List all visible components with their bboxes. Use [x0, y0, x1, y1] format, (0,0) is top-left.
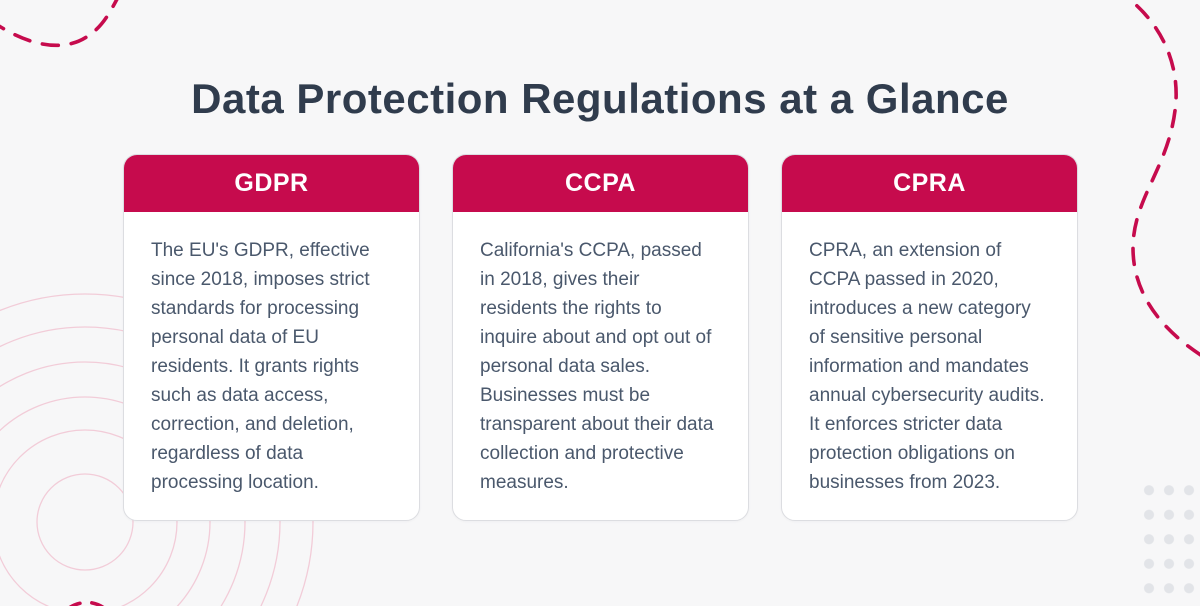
card-title-ccpa: CCPA [453, 155, 748, 212]
dashed-curve-bottom-left-icon [68, 600, 105, 606]
regulation-card-ccpa: CCPA California's CCPA, passed in 2018, … [452, 154, 749, 521]
regulation-card-gdpr: GDPR The EU's GDPR, effective since 2018… [123, 154, 420, 521]
card-title-gdpr: GDPR [124, 155, 419, 212]
dot-grid-icon [1139, 478, 1200, 600]
card-description-ccpa: California's CCPA, passed in 2018, gives… [480, 240, 714, 493]
card-description-gdpr: The EU's GDPR, effective since 2018, imp… [151, 240, 370, 493]
card-title-cpra: CPRA [782, 155, 1077, 212]
dashed-curve-right-icon [1127, 0, 1200, 357]
card-description-cpra: CPRA, an extension of CCPA passed in 202… [809, 240, 1045, 493]
dashed-curve-top-left-icon [0, 0, 119, 48]
page-title: Data Protection Regulations at a Glance [191, 75, 1009, 122]
regulation-cards: GDPR The EU's GDPR, effective since 2018… [123, 154, 1078, 521]
regulation-card-cpra: CPRA CPRA, an extension of CCPA passed i… [781, 154, 1078, 521]
